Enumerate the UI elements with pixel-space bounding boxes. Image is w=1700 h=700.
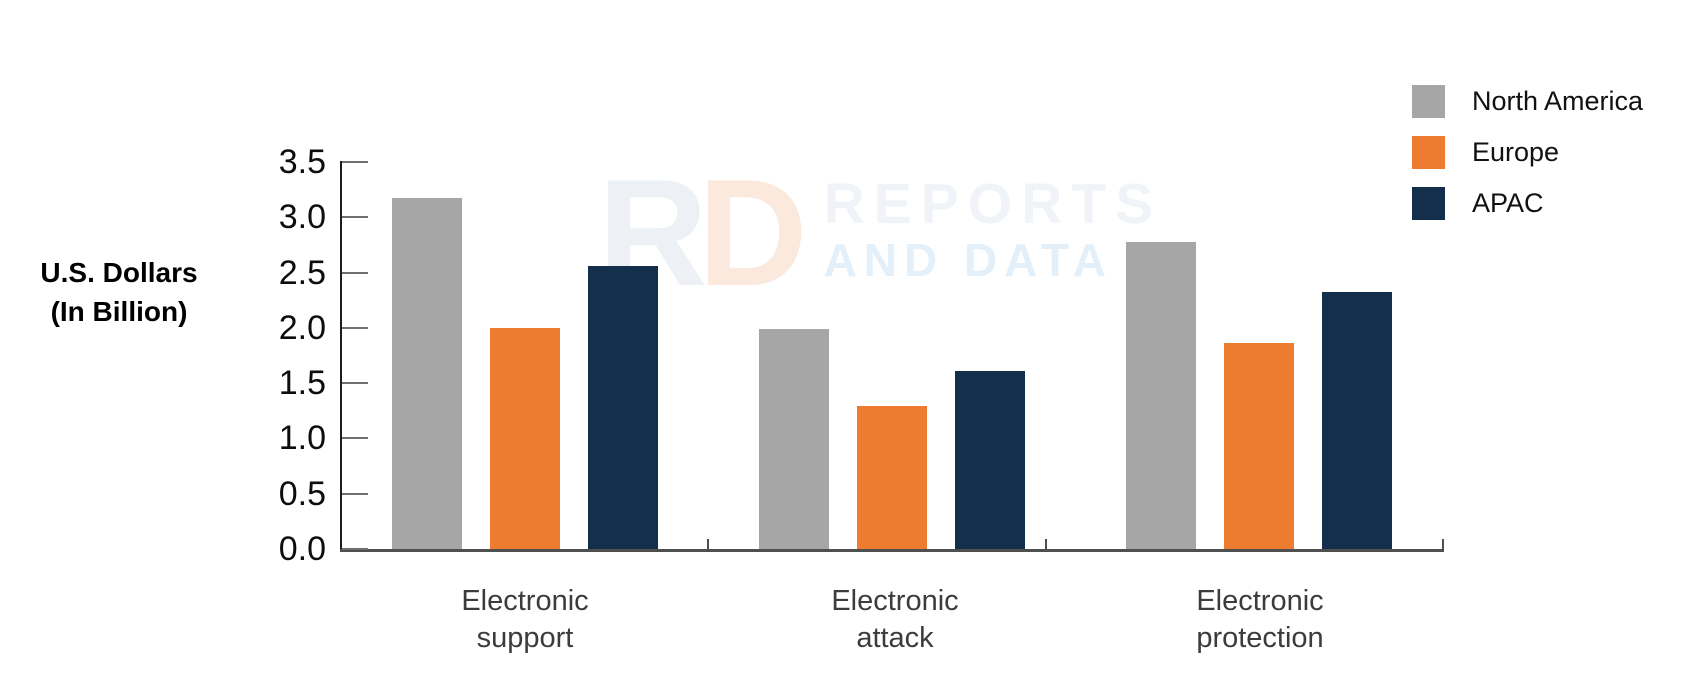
y-tick-label-1.5: 1.5 [278, 364, 326, 403]
apac-swatch-icon [1412, 187, 1445, 220]
legend-item-apac: APAC [1412, 187, 1643, 220]
y-tick-label-3.0: 3.0 [278, 198, 326, 237]
watermark-letter-d: D [697, 148, 808, 318]
y-tick-1.5 [342, 382, 368, 385]
y-axis-line [340, 161, 342, 551]
europe-swatch-icon [1412, 136, 1445, 169]
chart-legend: North America Europe APAC [1412, 85, 1643, 238]
y-tick-label-0.5: 0.5 [278, 474, 326, 513]
y-tick-0.5 [342, 492, 368, 495]
y-axis-title-line2: (In Billion) [50, 296, 188, 327]
category-label-electronic-attack: Electronic attack [735, 583, 1055, 657]
bar-europe-electronic-protection [1224, 343, 1294, 549]
category-label-line: protection [1196, 622, 1324, 654]
y-tick-label-3.5: 3.5 [278, 143, 326, 181]
bar-north-america-electronic-support [392, 198, 462, 549]
x-axis-boundary-tick-2 [1442, 539, 1444, 549]
y-tick-2.5 [342, 271, 368, 274]
legend-label-europe: Europe [1472, 137, 1560, 167]
y-tick-3.0 [342, 216, 368, 219]
bar-apac-electronic-attack [955, 370, 1025, 549]
reports-and-data-watermark: R D REPORTS AND DATA [598, 148, 1163, 318]
y-tick-label-1.0: 1.0 [278, 419, 326, 458]
legend-label-apac: APAC [1472, 188, 1544, 218]
bar-north-america-electronic-attack [759, 328, 829, 549]
y-tick-label-0.0: 0.0 [278, 530, 326, 568]
bar-europe-electronic-support [490, 327, 560, 549]
north-america-swatch-icon [1412, 85, 1445, 118]
x-axis-line [340, 549, 1444, 552]
category-label-line: attack [856, 622, 934, 654]
bar-north-america-electronic-protection [1126, 241, 1196, 549]
y-tick-2.0 [342, 326, 368, 329]
bar-europe-electronic-attack [857, 406, 927, 549]
watermark-text-line1: REPORTS [823, 172, 1163, 236]
y-tick-label-2.0: 2.0 [278, 308, 326, 347]
legend-label-north-america: North America [1472, 86, 1644, 116]
y-tick-label-2.5: 2.5 [278, 253, 326, 292]
category-label-line: support [476, 622, 574, 654]
category-label-line: Electronic [461, 585, 589, 617]
legend-item-north-america: North America [1412, 85, 1643, 118]
y-tick-1.0 [342, 437, 368, 440]
y-axis-title-line1: U.S. Dollars [40, 257, 198, 288]
bar-apac-electronic-protection [1322, 292, 1392, 549]
category-label-line: Electronic [831, 585, 959, 617]
y-tick-3.5 [342, 161, 368, 163]
x-axis-boundary-tick-1 [1045, 539, 1047, 549]
category-label-electronic-support: Electronic support [365, 583, 685, 657]
legend-item-europe: Europe [1412, 136, 1643, 169]
x-axis-boundary-tick-0 [707, 539, 709, 549]
watermark-text-line2: AND DATA [823, 234, 1113, 286]
bar-apac-electronic-support [588, 265, 658, 549]
category-label-electronic-protection: Electronic protection [1100, 583, 1420, 657]
category-label-line: Electronic [1196, 585, 1324, 617]
watermark-text: REPORTS AND DATA [824, 158, 1163, 286]
y-tick-0.0 [342, 548, 368, 550]
y-axis-title: U.S. Dollars (In Billion) [0, 253, 238, 331]
